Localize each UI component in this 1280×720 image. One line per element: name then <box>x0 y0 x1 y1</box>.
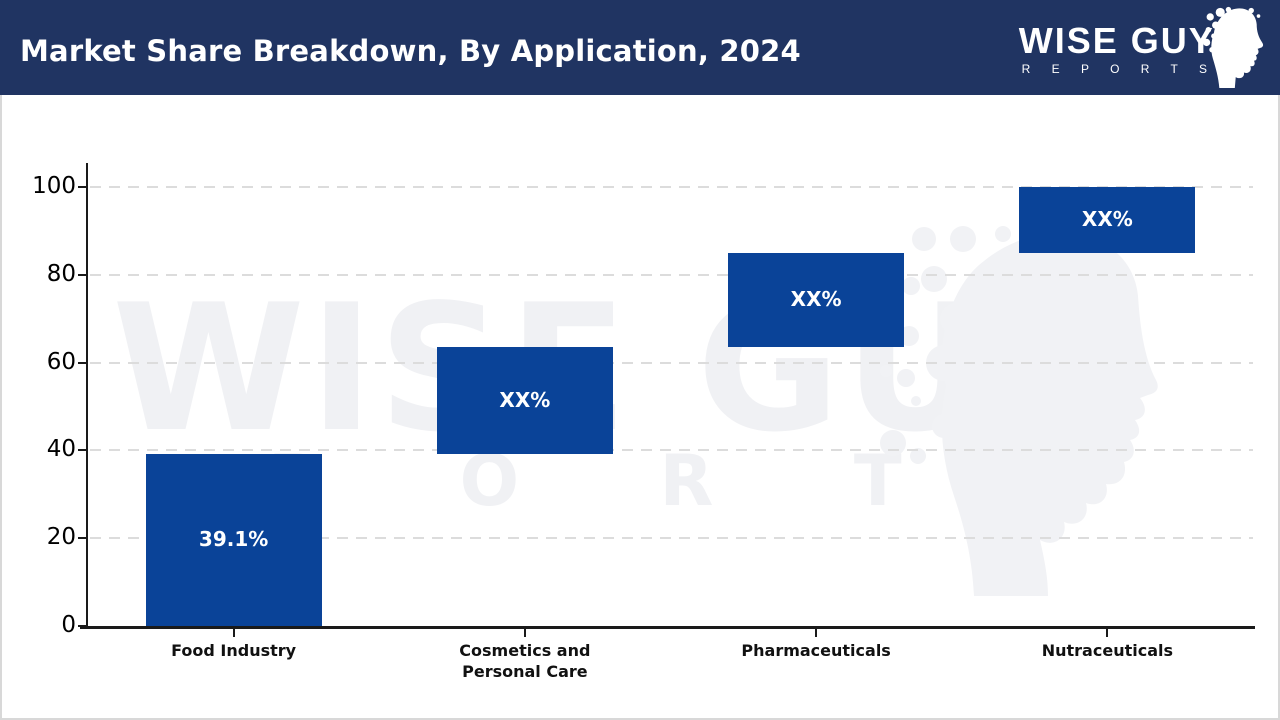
logo-brand-name: WISE GUY <box>1018 20 1215 62</box>
y-axis-line <box>86 163 88 629</box>
bar-value-label-cosmetics-and-personal-care: XX% <box>499 387 551 412</box>
y-tick-mark-40 <box>78 449 86 452</box>
y-tick-label-60: 60 <box>46 348 76 375</box>
x-category-label-nutraceuticals: Nutraceuticals <box>1041 641 1173 660</box>
y-tick-mark-0 <box>78 625 86 627</box>
x-category-label-pharmaceuticals: Pharmaceuticals <box>741 641 891 660</box>
y-tick-label-40: 40 <box>46 436 76 463</box>
gridline-100 <box>90 186 1253 188</box>
bar-value-label-pharmaceuticals: XX% <box>790 287 842 312</box>
logo-brand-subtitle: R E P O R T S <box>1021 61 1216 76</box>
gridline-40 <box>90 449 1253 452</box>
gridline-20 <box>90 537 1253 540</box>
watermark-head-graphic <box>856 226 1196 600</box>
y-tick-mark-20 <box>78 537 86 540</box>
wise-guy-reports-logo: WISE GUY R E P O R T S <box>1018 6 1266 92</box>
y-tick-label-20: 20 <box>46 524 76 551</box>
x-tick-mark-pharmaceuticals <box>815 629 818 637</box>
y-tick-label-100: 100 <box>32 173 76 199</box>
gridline-60 <box>90 361 1253 364</box>
logo-wordmark: WISE GUY R E P O R T S <box>1018 22 1216 76</box>
y-tick-label-0: 0 <box>61 612 76 638</box>
gridline-80 <box>90 273 1253 276</box>
bar-pharmaceuticals <box>728 252 905 348</box>
bar-value-label-nutraceuticals: XX% <box>1081 206 1133 231</box>
dotted-head-icon <box>1200 6 1266 92</box>
bar-food-industry <box>145 454 322 626</box>
x-category-label-cosmetics-and-personal-care: Cosmetics and Personal Care <box>459 641 591 681</box>
bar-cosmetics-and-personal-care <box>436 347 613 455</box>
x-axis-line <box>80 626 1255 629</box>
x-tick-mark-cosmetics-and-personal-care <box>523 629 526 637</box>
x-tick-mark-food-industry <box>232 629 235 637</box>
x-category-label-food-industry: Food Industry <box>171 641 297 660</box>
y-tick-mark-60 <box>78 361 86 364</box>
x-tick-mark-nutraceuticals <box>1106 629 1109 637</box>
bar-nutraceuticals <box>1019 187 1196 253</box>
y-tick-mark-80 <box>78 273 86 276</box>
y-tick-label-80: 80 <box>46 260 76 287</box>
bar-value-label-food-industry: 39.1% <box>198 527 269 552</box>
page-title: Market Share Breakdown, By Application, … <box>20 34 801 68</box>
y-tick-mark-100 <box>78 186 86 188</box>
header-bar: Market Share Breakdown, By Application, … <box>0 0 1280 95</box>
